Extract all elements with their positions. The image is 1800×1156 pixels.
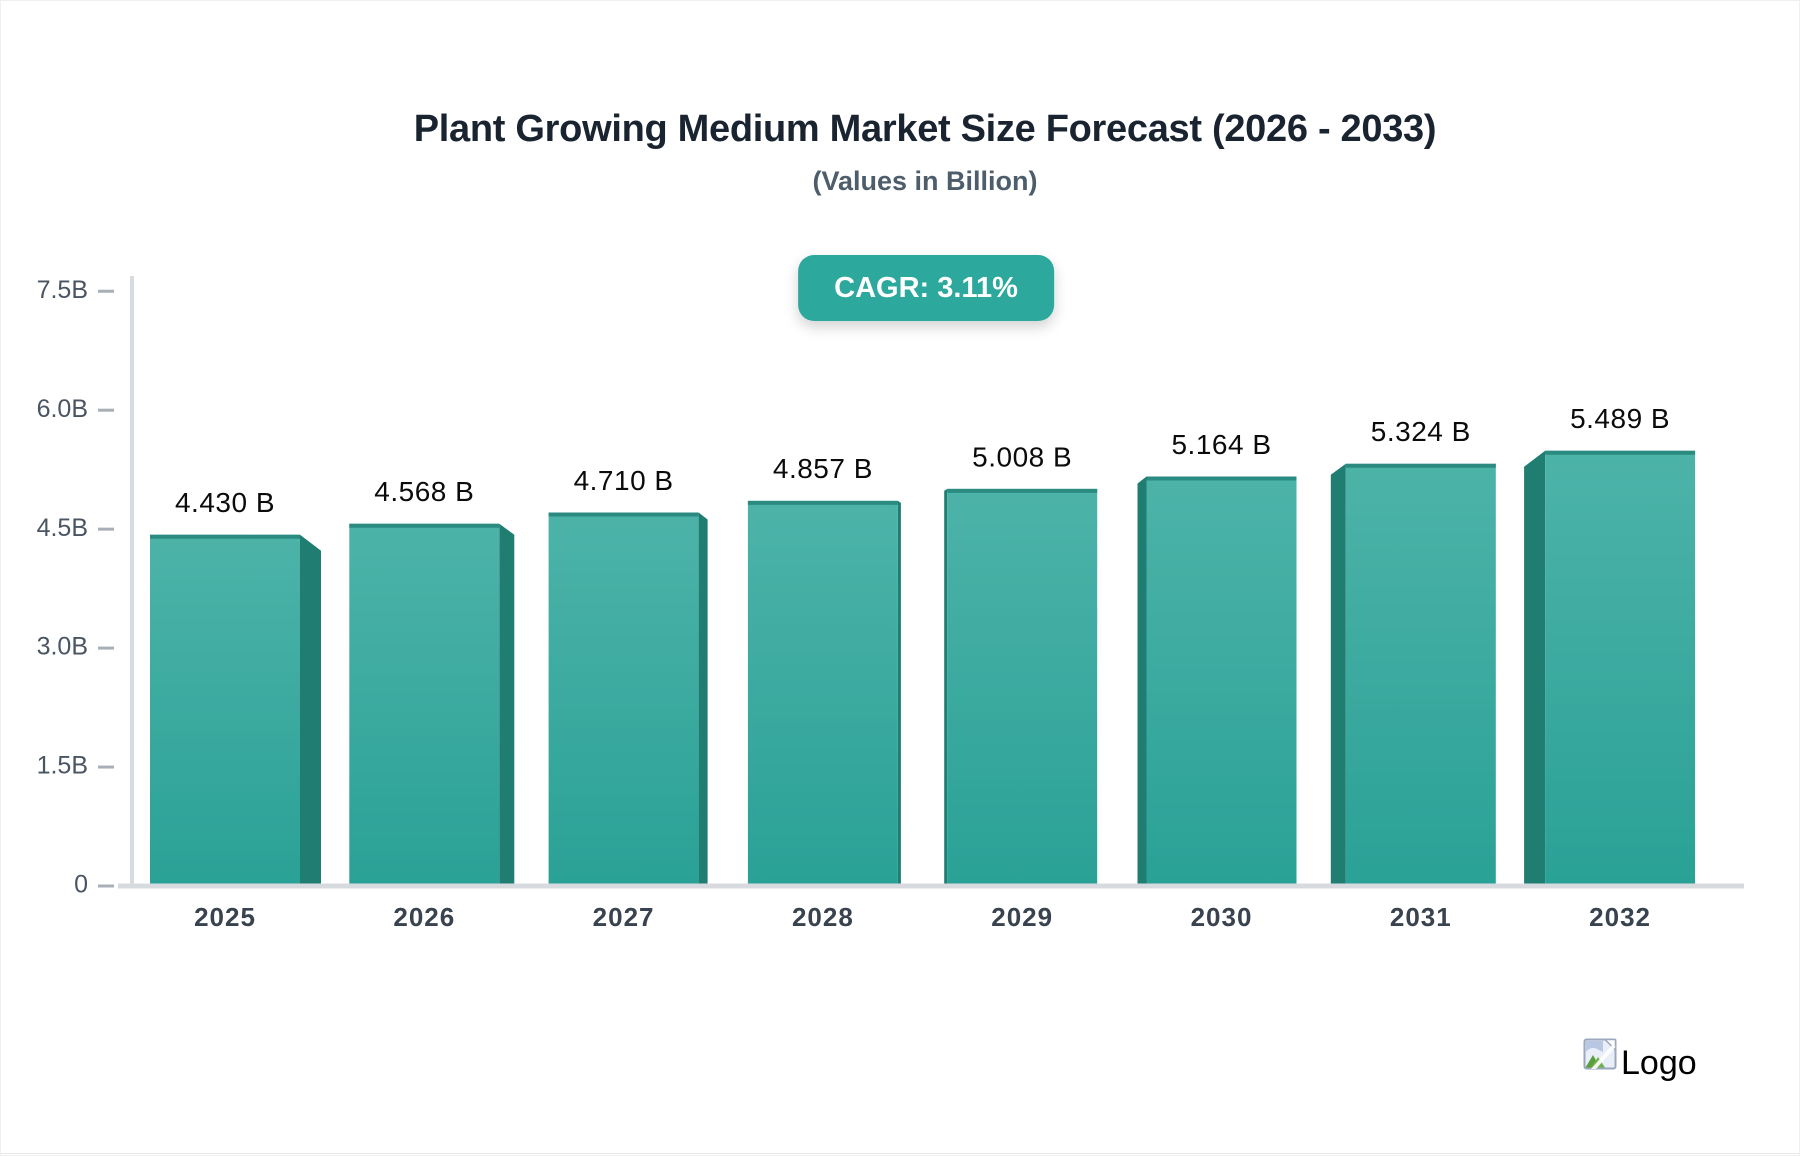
bar-value-label: 5.324 B — [1371, 416, 1471, 447]
y-axis-tick-label: 7.5B — [37, 276, 88, 304]
bar-side-face — [1137, 476, 1147, 886]
page-title: Plant Growing Medium Market Size Forecas… — [413, 108, 1437, 150]
bar-side-face — [1524, 450, 1546, 886]
y-axis-tick-label: 1.5B — [37, 752, 88, 780]
y-axis-tick-label: 0 — [74, 871, 88, 899]
bar-2028 — [747, 500, 901, 886]
bar-front-face — [349, 523, 500, 886]
bar-front-face — [548, 512, 699, 886]
x-axis-label: 2031 — [1390, 902, 1452, 932]
bar-2029 — [944, 488, 1098, 886]
bar-side-face — [300, 534, 321, 886]
x-axis-label: 2027 — [593, 902, 655, 932]
y-axis-tick-label: 6.0B — [37, 395, 88, 423]
x-axis-label: 2030 — [1191, 902, 1253, 932]
bar-2027 — [548, 512, 708, 886]
bar-value-label: 5.489 B — [1570, 403, 1670, 434]
bar-side-face — [499, 523, 515, 886]
bar-value-label: 4.568 B — [374, 476, 474, 507]
bar-value-label: 4.430 B — [175, 487, 275, 518]
bar-2031 — [1330, 463, 1496, 886]
y-axis-tick-label: 4.5B — [37, 514, 88, 542]
logo: Logo — [1583, 1038, 1697, 1083]
bar-front-face — [1146, 476, 1297, 886]
page-subtitle: (Values in Billion) — [812, 166, 1038, 196]
bar-value-label: 4.857 B — [773, 453, 873, 484]
broken-image-icon — [1583, 1038, 1617, 1070]
bar-front-face — [1345, 463, 1496, 886]
bar-front-face — [150, 534, 300, 886]
bar-2025 — [150, 534, 321, 886]
x-axis-label: 2026 — [393, 902, 455, 932]
bar-front-face — [1545, 450, 1696, 886]
x-axis-label: 2032 — [1589, 902, 1651, 932]
x-axis-label: 2028 — [792, 902, 854, 932]
bar-side-face — [897, 500, 901, 886]
x-axis-label: 2029 — [991, 902, 1053, 932]
cagr-badge: CAGR: 3.11% — [798, 255, 1054, 321]
bar-2026 — [349, 523, 515, 886]
x-axis-label: 2025 — [194, 902, 256, 932]
bar-value-label: 5.008 B — [972, 441, 1072, 472]
bar-2030 — [1137, 476, 1297, 886]
bar-front-face — [947, 488, 1098, 886]
bar-2032 — [1524, 450, 1696, 886]
bar-side-face — [944, 488, 948, 886]
bar-front-face — [747, 500, 898, 886]
bar-value-label: 5.164 B — [1171, 429, 1271, 460]
bar-side-face — [698, 512, 708, 886]
y-axis-tick-label: 3.0B — [37, 633, 88, 661]
logo-alt-text: Logo — [1621, 1044, 1697, 1082]
bar-side-face — [1330, 463, 1346, 886]
bar-value-label: 4.710 B — [574, 465, 674, 496]
